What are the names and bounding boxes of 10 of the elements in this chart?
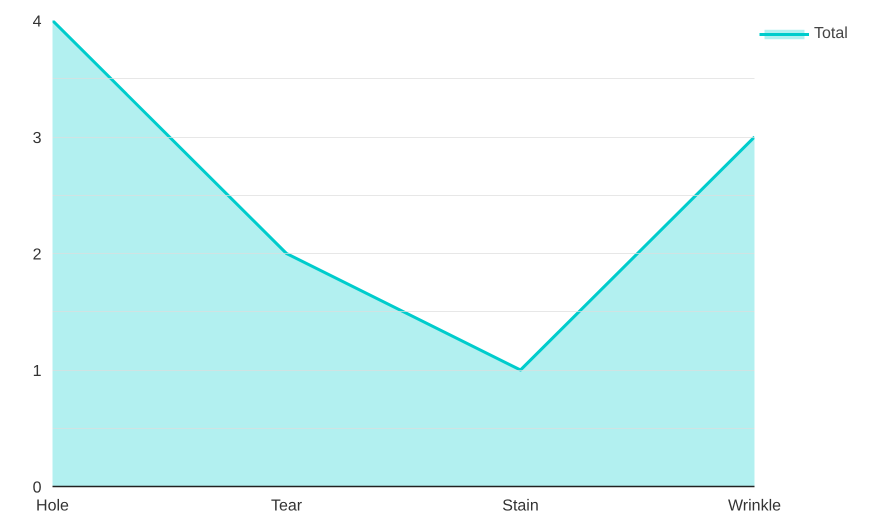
legend-label: Total [814, 25, 848, 43]
y-tick-label: 4 [32, 14, 42, 30]
x-tick-label: Tear [270, 498, 303, 514]
y-tick-label: 3 [32, 130, 42, 147]
y-tick-label: 0 [32, 480, 42, 496]
y-tick-label: 1 [32, 363, 42, 380]
x-tick-label: Stain [502, 498, 539, 514]
x-tick-label: Wrinkle [728, 498, 782, 514]
y-tick-label: 2 [32, 246, 42, 264]
x-tick-label: Hole [36, 498, 70, 514]
